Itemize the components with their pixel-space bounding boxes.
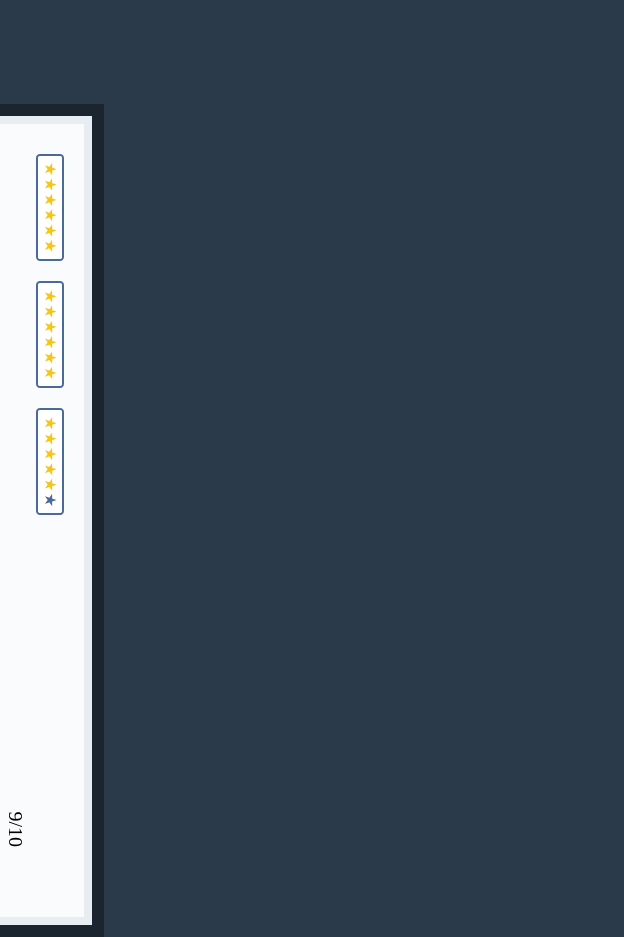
star-icon: ★: [40, 350, 60, 364]
star-icon: ★: [40, 366, 60, 380]
star-icon: ★: [40, 462, 60, 476]
star-icon: ★: [40, 239, 60, 253]
star-icon: ★: [40, 320, 60, 334]
desktop: ★★★★★★★★★★★★★★★★★★ 9/10 Using what you j…: [0, 104, 104, 937]
star-box-2[interactable]: ★★★★★★: [36, 281, 64, 388]
star-icon: ★: [40, 416, 60, 430]
star-icon: ★: [40, 208, 60, 222]
star-icon: ★: [40, 493, 60, 507]
star-box-1[interactable]: ★★★★★★: [36, 154, 64, 261]
star-box-3[interactable]: ★★★★★★: [36, 408, 64, 515]
star-icon: ★: [40, 223, 60, 237]
star-icon: ★: [40, 289, 60, 303]
star-icon: ★: [40, 177, 60, 191]
star-icon: ★: [40, 447, 60, 461]
star-icon: ★: [40, 478, 60, 492]
document-area[interactable]: ★★★★★★★★★★★★★★★★★★ 9/10 Using what you j…: [0, 124, 84, 917]
star-rating-row: ★★★★★★★★★★★★★★★★★★: [36, 154, 64, 887]
score-indicator: 9/10: [3, 154, 26, 887]
star-icon: ★: [40, 162, 60, 176]
star-icon: ★: [40, 193, 60, 207]
word-window: ★★★★★★★★★★★★★★★★★★ 9/10 Using what you j…: [0, 116, 92, 925]
star-icon: ★: [40, 335, 60, 349]
star-icon: ★: [40, 431, 60, 445]
star-icon: ★: [40, 304, 60, 318]
